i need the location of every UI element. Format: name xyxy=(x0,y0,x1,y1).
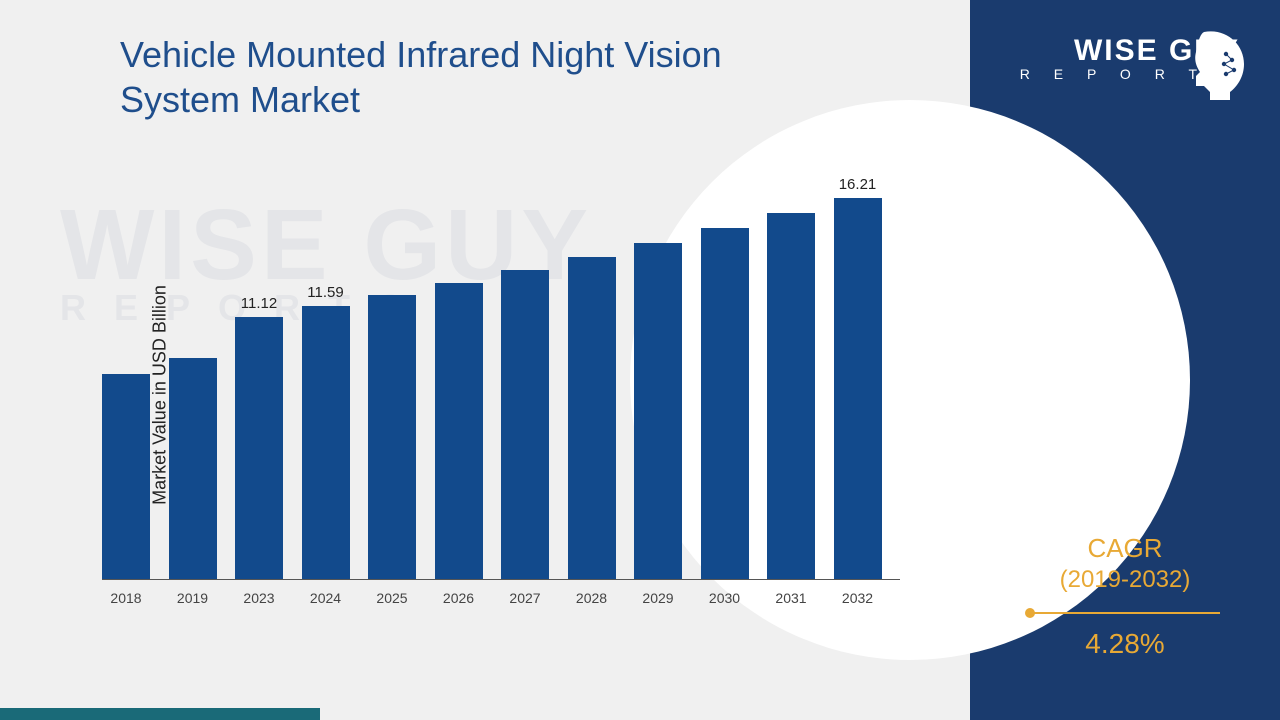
cagr-value: 4.28% xyxy=(1010,628,1240,660)
bar xyxy=(169,358,217,579)
bar xyxy=(435,283,483,579)
cagr-divider xyxy=(1030,612,1220,614)
plot-region: 11.12 11.59 16.21 xyxy=(102,180,900,580)
cagr-block: CAGR (2019-2032) 4.28% xyxy=(1010,533,1240,660)
bar xyxy=(568,257,616,579)
x-tick-label: 2030 xyxy=(701,590,749,606)
bar xyxy=(501,270,549,579)
x-tick-label: 2024 xyxy=(302,590,350,606)
bar xyxy=(368,295,416,579)
cagr-label: CAGR xyxy=(1010,533,1240,564)
x-tick-label: 2019 xyxy=(169,590,217,606)
x-tick-label: 2025 xyxy=(368,590,416,606)
bar xyxy=(767,213,815,579)
brand-logo: WISE GUY R E P O R T S xyxy=(1020,34,1240,82)
chart-area: Market Value in USD Billion 11.1211.5916… xyxy=(90,180,900,610)
x-tick-label: 2032 xyxy=(834,590,882,606)
bar-value-label: 16.21 xyxy=(834,176,882,193)
bar xyxy=(102,374,150,579)
footer-strip xyxy=(0,708,320,720)
chart-title: Vehicle Mounted Infrared Night Vision Sy… xyxy=(120,32,760,122)
x-tick-label: 2026 xyxy=(435,590,483,606)
cagr-period: (2019-2032) xyxy=(1010,566,1240,594)
chart-canvas: WISE GUY REPORTS Vehicle Mounted Infrare… xyxy=(0,0,1280,720)
bar: 11.12 xyxy=(235,317,283,579)
x-tick-label: 2027 xyxy=(501,590,549,606)
head-icon xyxy=(1186,30,1246,100)
bar-value-label: 11.12 xyxy=(235,295,283,312)
x-tick-label: 2028 xyxy=(568,590,616,606)
x-tick-label: 2031 xyxy=(767,590,815,606)
bar xyxy=(634,243,682,579)
x-tick-label: 2018 xyxy=(102,590,150,606)
bar: 16.21 xyxy=(834,198,882,579)
bar: 11.59 xyxy=(302,306,350,579)
x-tick-label: 2023 xyxy=(235,590,283,606)
bar xyxy=(701,228,749,579)
bar-value-label: 11.59 xyxy=(302,284,350,301)
x-tick-label: 2029 xyxy=(634,590,682,606)
